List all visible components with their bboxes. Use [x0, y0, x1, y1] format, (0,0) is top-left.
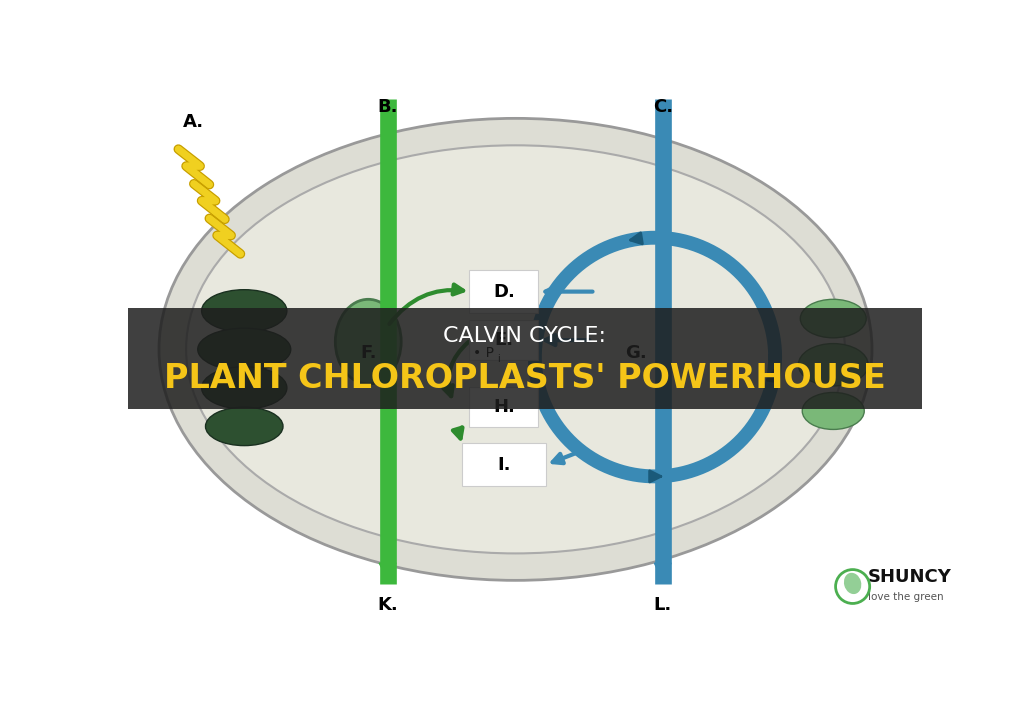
- Ellipse shape: [844, 573, 861, 594]
- Text: F.: F.: [360, 344, 377, 363]
- Ellipse shape: [159, 118, 872, 580]
- Ellipse shape: [799, 344, 868, 386]
- Text: A.: A.: [183, 113, 205, 131]
- Ellipse shape: [802, 393, 864, 429]
- Text: love the green: love the green: [868, 592, 944, 603]
- Text: G.: G.: [625, 344, 646, 363]
- FancyBboxPatch shape: [469, 320, 539, 360]
- Ellipse shape: [186, 145, 845, 553]
- Ellipse shape: [198, 328, 291, 370]
- FancyBboxPatch shape: [469, 387, 539, 427]
- Text: I.: I.: [497, 456, 511, 474]
- Bar: [128, 308, 922, 410]
- Text: K.: K.: [377, 596, 398, 614]
- Text: CALVIN CYCLE:: CALVIN CYCLE:: [443, 326, 606, 346]
- Ellipse shape: [202, 289, 287, 332]
- Text: SHUNCY: SHUNCY: [868, 567, 952, 586]
- Text: C.: C.: [652, 98, 673, 116]
- Text: • P: • P: [473, 346, 494, 360]
- Text: H.: H.: [493, 398, 515, 416]
- Text: L.: L.: [653, 596, 672, 614]
- Text: PLANT CHLOROPLASTS' POWERHOUSE: PLANT CHLOROPLASTS' POWERHOUSE: [164, 363, 886, 396]
- FancyBboxPatch shape: [462, 444, 546, 486]
- Ellipse shape: [202, 367, 287, 409]
- Ellipse shape: [206, 407, 283, 446]
- Text: i: i: [497, 353, 500, 363]
- Text: E.: E.: [495, 331, 513, 349]
- Ellipse shape: [801, 299, 866, 338]
- Text: D.: D.: [493, 282, 515, 301]
- FancyBboxPatch shape: [469, 270, 539, 313]
- Ellipse shape: [335, 299, 401, 384]
- Text: B.: B.: [378, 98, 398, 116]
